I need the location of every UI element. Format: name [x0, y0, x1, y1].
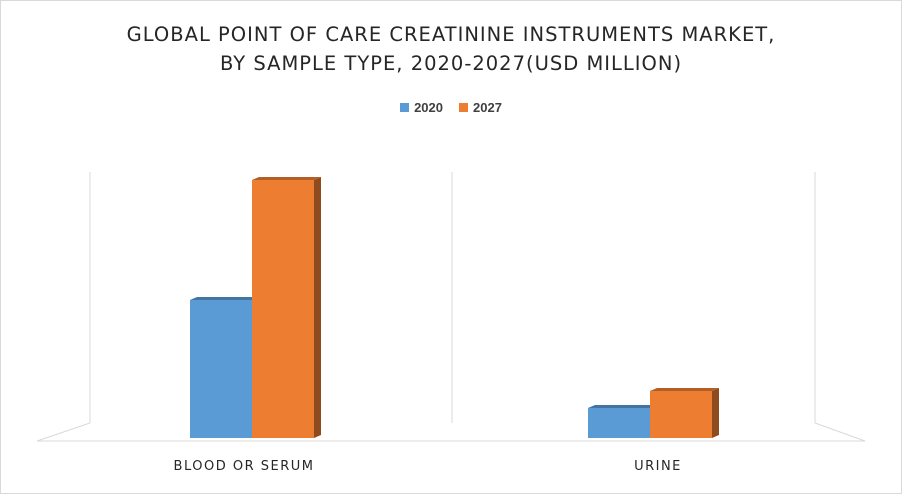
chart-title-line-2: BY SAMPLE TYPE, 2020-2027(USD MILLION): [219, 52, 683, 75]
plot-walls: [36, 172, 866, 442]
bar-blood-or-serum-2020-top: [190, 297, 259, 300]
legend-swatch-2020: [400, 103, 410, 112]
bars-group: [190, 177, 719, 438]
bar-urine-2027-side: [712, 388, 719, 438]
category-label-blood-or-serum: BLOOD OR SERUM: [174, 459, 315, 474]
bar-blood-or-serum-2020: [190, 300, 252, 438]
chart-title: GLOBAL POINT OF CARE CREATININE INSTRUME…: [0, 20, 902, 78]
bar-urine-2027: [650, 391, 712, 438]
chart-legend: 2020 2027: [0, 100, 902, 115]
bar-blood-or-serum-2027: [252, 180, 314, 438]
bar-urine-2020: [588, 408, 650, 438]
legend-item-2020: 2020: [400, 100, 443, 115]
floor-right-edge: [814, 422, 866, 442]
chart-title-line-1: GLOBAL POINT OF CARE CREATININE INSTRUME…: [126, 23, 776, 46]
bar-blood-or-serum-2027-side: [314, 177, 321, 438]
category-labels: BLOOD OR SERUM URINE: [174, 459, 682, 474]
category-label-urine: URINE: [634, 459, 682, 474]
legend-label-2027: 2027: [473, 100, 502, 115]
legend-swatch-2027: [459, 103, 468, 112]
legend-label-2020: 2020: [414, 100, 443, 115]
legend-item-2027: 2027: [459, 100, 502, 115]
bar-blood-or-serum-2027-top: [252, 177, 321, 180]
floor-left-edge: [36, 422, 91, 442]
bar-urine-2027-top: [650, 388, 719, 391]
bar-urine-2020-top: [588, 405, 657, 408]
